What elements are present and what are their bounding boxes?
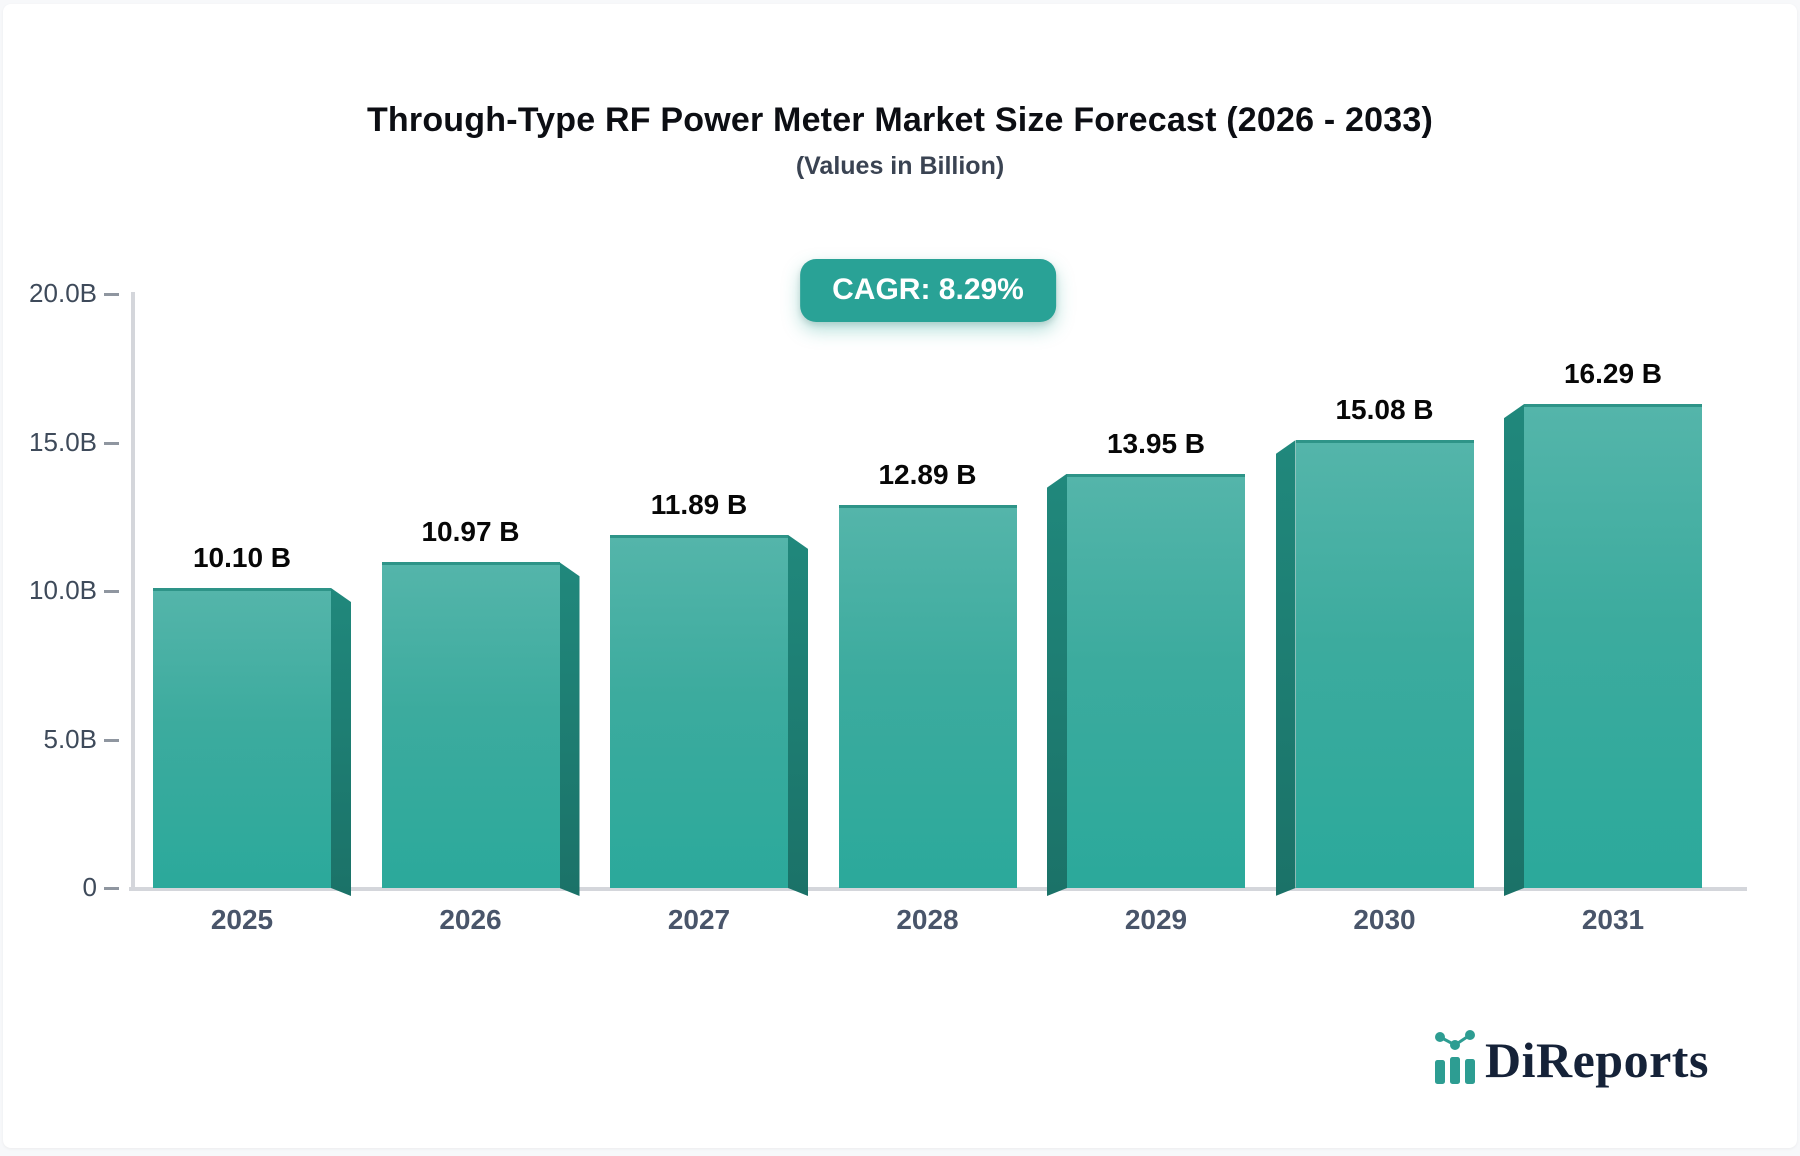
- bar-2031: [1524, 404, 1702, 888]
- chart-title: Through-Type RF Power Meter Market Size …: [366, 101, 1434, 139]
- bar-value-label-2028: 12.89 B: [878, 459, 977, 491]
- x-axis-label-2029: 2029: [1124, 904, 1188, 935]
- logo-text: DiReports: [1485, 1032, 1709, 1088]
- bar-2028: [838, 505, 1017, 888]
- bar-2026: [381, 562, 560, 888]
- bar-value-label-2025: 10.10 B: [192, 542, 292, 574]
- mini-bar-line-chart-icon: [1435, 1030, 1475, 1084]
- y-axis-tick: [104, 590, 119, 593]
- y-axis-tick-label: 5.0B: [43, 723, 98, 754]
- bar-value-label-2026: 10.97 B: [421, 516, 520, 548]
- y-axis-tick: [104, 293, 119, 296]
- y-axis-tick: [104, 441, 119, 445]
- bar-2031-3d-side: [1504, 404, 1524, 896]
- x-axis-label-2025: 2025: [210, 904, 274, 935]
- bar-value-label-2031: 16.29 B: [1563, 358, 1663, 390]
- y-axis-tick-label: 20.0B: [29, 278, 97, 308]
- direports-logo: DiReports: [1431, 1028, 1709, 1086]
- y-axis-line: [131, 292, 135, 891]
- x-axis-label-2030: 2030: [1353, 904, 1416, 935]
- y-axis-tick-label: 10.0B: [29, 575, 97, 605]
- bar-2025-3d-side: [331, 588, 351, 896]
- bar-value-label-2030: 15.08 B: [1335, 394, 1434, 426]
- bar-2027-3d-side: [788, 535, 808, 896]
- bar-2030: [1295, 440, 1474, 888]
- chart-card: Through-Type RF Power Meter Market Size …: [3, 4, 1797, 1148]
- plot-area: 20.0B 15.0B 10.0B 5.0B 0 10.10 B 2025 10.97 B 20…: [3, 4, 1797, 1148]
- x-axis-label-2026: 2026: [439, 904, 502, 935]
- bar-2026-3d-side: [560, 562, 580, 896]
- bar-2029-3d-side: [1047, 474, 1067, 896]
- cagr-badge: CAGR: 8.29%: [800, 259, 1056, 322]
- y-axis-tick: [104, 887, 119, 890]
- bar-value-label-2029: 13.95 B: [1106, 427, 1206, 459]
- bar-2027: [610, 534, 788, 888]
- y-axis-tick-label: 0: [82, 872, 97, 902]
- chart-subtitle: (Values in Billion): [795, 152, 1005, 180]
- x-axis-label-2028: 2028: [896, 904, 959, 935]
- y-axis-tick-label: 15.0B: [29, 426, 97, 457]
- x-axis-label-2031: 2031: [1581, 904, 1645, 935]
- bar-2029: [1067, 473, 1245, 888]
- x-axis-label-2027: 2027: [667, 904, 731, 935]
- bar-2030-3d-side: [1276, 440, 1296, 896]
- x-axis-line: [129, 887, 1747, 891]
- bar-2025: [153, 588, 331, 888]
- y-axis-tick: [104, 738, 119, 742]
- bar-value-label-2027: 11.89 B: [650, 488, 748, 520]
